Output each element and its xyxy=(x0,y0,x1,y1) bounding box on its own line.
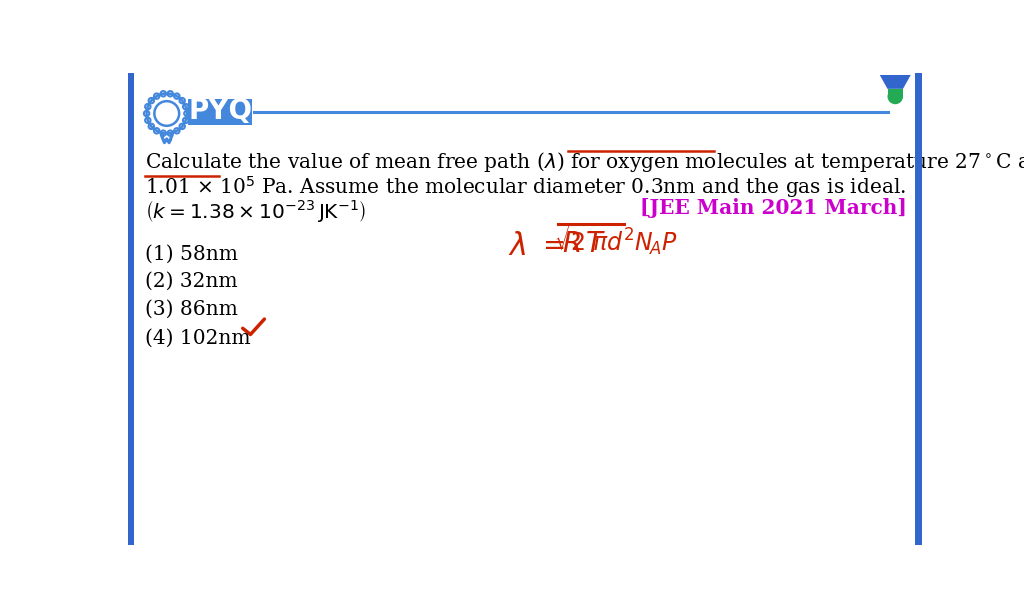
Text: (4) 102nm: (4) 102nm xyxy=(145,328,251,347)
Text: Calculate the value of mean free path ($\lambda$) for oxygen molecules at temper: Calculate the value of mean free path ($… xyxy=(145,150,1024,174)
Text: (1) 58nm: (1) 58nm xyxy=(145,244,238,263)
Text: PYQ: PYQ xyxy=(188,97,252,125)
Text: $\sqrt{2}\,\pi d^2 N_{\!A} P$: $\sqrt{2}\,\pi d^2 N_{\!A} P$ xyxy=(554,223,678,258)
Bar xyxy=(128,73,134,545)
Text: $R\,T$: $R\,T$ xyxy=(562,231,606,258)
Text: (3) 86nm: (3) 86nm xyxy=(145,300,238,319)
Text: $\left(k = 1.38 \times 10^{-23}\,\mathrm{JK^{-1}}\right)$: $\left(k = 1.38 \times 10^{-23}\,\mathrm… xyxy=(145,198,367,224)
Text: $=$: $=$ xyxy=(538,231,565,258)
Text: $\lambda$: $\lambda$ xyxy=(508,231,526,261)
Bar xyxy=(915,73,922,545)
Text: [JEE Main 2021 March]: [JEE Main 2021 March] xyxy=(640,198,906,218)
Polygon shape xyxy=(880,75,910,89)
Polygon shape xyxy=(888,89,903,97)
Text: 1.01 $\times$ 10$^5$ Pa. Assume the molecular diameter 0.3nm and the gas is idea: 1.01 $\times$ 10$^5$ Pa. Assume the mole… xyxy=(145,174,906,200)
Text: (2) 32nm: (2) 32nm xyxy=(145,271,238,290)
FancyBboxPatch shape xyxy=(188,99,252,125)
Circle shape xyxy=(888,89,903,104)
